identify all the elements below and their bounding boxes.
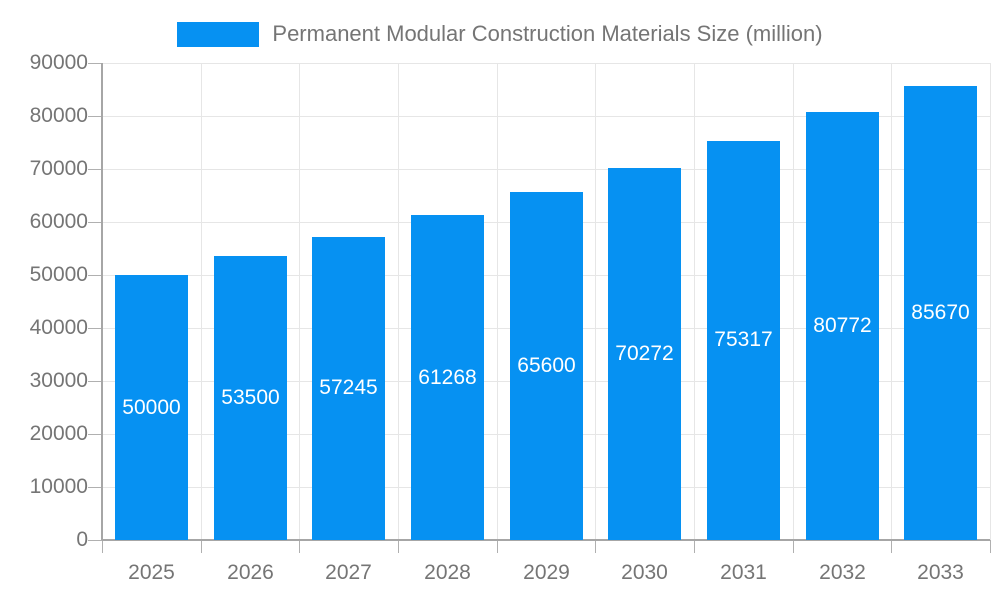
- y-axis-tick-label: 40000: [29, 316, 88, 339]
- x-axis-tick-label: 2031: [720, 561, 767, 584]
- y-axis-tick: [88, 275, 102, 276]
- y-axis-tick-label: 80000: [29, 104, 88, 127]
- legend[interactable]: Permanent Modular Construction Materials…: [0, 20, 1000, 48]
- x-axis-tick-label: 2030: [621, 561, 668, 584]
- y-axis-line: [101, 63, 103, 540]
- legend-label: Permanent Modular Construction Materials…: [272, 21, 823, 46]
- bar-value-label: 75317: [714, 328, 773, 351]
- x-axis-tick: [497, 540, 498, 553]
- x-axis-tick: [694, 540, 695, 553]
- x-axis-tick-label: 2032: [819, 561, 866, 584]
- gridline-vertical: [201, 63, 202, 540]
- x-axis-tick: [102, 540, 103, 553]
- y-axis-tick-label: 20000: [29, 422, 88, 445]
- gridline-horizontal: [102, 63, 990, 64]
- gridline-vertical: [595, 63, 596, 540]
- y-axis-tick-label: 30000: [29, 369, 88, 392]
- x-axis-tick: [299, 540, 300, 553]
- x-axis-tick: [990, 540, 991, 553]
- y-axis-tick: [88, 169, 102, 170]
- gridline-vertical: [990, 63, 991, 540]
- bar-value-label: 57245: [319, 376, 378, 399]
- y-axis-tick-label: 0: [76, 528, 88, 551]
- bar-value-label: 50000: [122, 396, 181, 419]
- x-axis-tick: [793, 540, 794, 553]
- bar-2030[interactable]: [608, 168, 681, 540]
- bar-2025[interactable]: [115, 275, 188, 540]
- y-axis-tick: [88, 63, 102, 64]
- y-axis-tick-label: 10000: [29, 475, 88, 498]
- y-axis-tick: [88, 434, 102, 435]
- x-axis-tick-label: 2027: [325, 561, 372, 584]
- bar-2028[interactable]: [411, 215, 484, 540]
- bar-2031[interactable]: [707, 141, 780, 540]
- y-axis-tick-label: 60000: [29, 210, 88, 233]
- bar-value-label: 70272: [615, 342, 674, 365]
- gridline-vertical: [299, 63, 300, 540]
- y-axis-tick-label: 50000: [29, 263, 88, 286]
- gridline-vertical: [398, 63, 399, 540]
- y-axis-tick: [88, 540, 102, 541]
- y-axis-tick-label: 90000: [29, 51, 88, 74]
- y-axis-tick: [88, 222, 102, 223]
- x-axis-line: [102, 539, 990, 541]
- bar-value-label: 85670: [911, 301, 970, 324]
- x-axis-tick-label: 2033: [917, 561, 964, 584]
- x-axis-tick-label: 2026: [227, 561, 274, 584]
- gridline-vertical: [497, 63, 498, 540]
- bar-value-label: 61268: [418, 366, 477, 389]
- bar-2026[interactable]: [214, 256, 287, 540]
- bar-2027[interactable]: [312, 237, 385, 540]
- y-axis-tick: [88, 487, 102, 488]
- x-axis-tick-label: 2029: [523, 561, 570, 584]
- y-axis-tick-label: 70000: [29, 157, 88, 180]
- x-axis-tick: [891, 540, 892, 553]
- bar-value-label: 80772: [813, 314, 872, 337]
- bar-value-label: 53500: [221, 386, 280, 409]
- gridline-horizontal: [102, 116, 990, 117]
- gridline-horizontal: [102, 169, 990, 170]
- x-axis-tick: [201, 540, 202, 553]
- bar-2032[interactable]: [806, 112, 879, 540]
- x-axis-tick-label: 2028: [424, 561, 471, 584]
- gridline-vertical: [793, 63, 794, 540]
- x-axis-tick: [595, 540, 596, 553]
- bar-2033[interactable]: [904, 86, 977, 540]
- x-axis-tick: [398, 540, 399, 553]
- y-axis-tick: [88, 381, 102, 382]
- x-axis-tick-label: 2025: [128, 561, 175, 584]
- bar-value-label: 65600: [517, 354, 576, 377]
- y-axis-tick: [88, 328, 102, 329]
- bar-2029[interactable]: [510, 192, 583, 540]
- gridline-vertical: [891, 63, 892, 540]
- y-axis-tick: [88, 116, 102, 117]
- legend-swatch: [177, 21, 260, 47]
- gridline-vertical: [694, 63, 695, 540]
